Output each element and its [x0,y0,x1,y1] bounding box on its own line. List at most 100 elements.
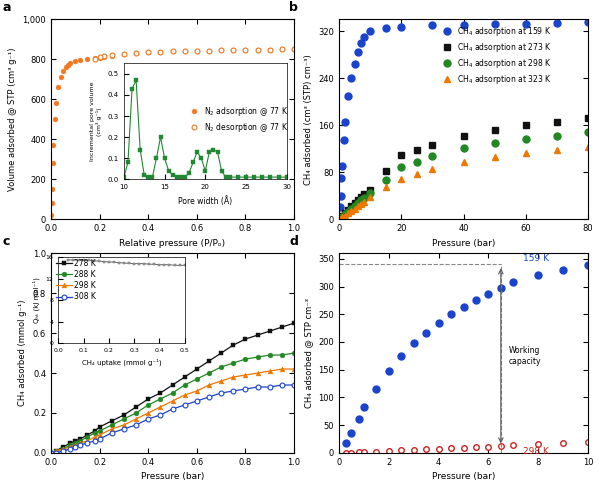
CH$_4$ adsorption at 323 K [345,210,352,216]
278 K [193,366,200,372]
Text: 159 K: 159 K [523,254,549,262]
159 K [560,267,567,273]
298 K [560,440,567,446]
288 K [145,402,152,408]
CH$_4$ adsorption at 273 K [429,142,436,148]
N$_2$ desorption @ 77 K [181,48,188,54]
298 K [84,438,91,444]
N$_2$ desorption @ 77 K [91,56,98,62]
159 K [485,291,492,297]
298 K [169,398,176,404]
CH$_4$ adsorption at 159 K [354,49,361,55]
N$_2$ adsorption @ 77 K [254,47,261,53]
Line: CH$_4$ adsorption at 323 K: CH$_4$ adsorption at 323 K [337,144,592,222]
278 K [77,436,84,442]
288 K [290,350,298,356]
288 K [96,428,103,434]
CH$_4$ adsorption at 298 K [351,203,358,208]
N$_2$ adsorption @ 77 K [67,60,74,66]
N$_2$ adsorption @ 77 K [50,142,57,148]
298 K [67,444,74,450]
159 K [385,368,392,374]
Legend: CH$_4$ adsorption at 159 K, CH$_4$ adsorption at 273 K, CH$_4$ adsorption at 298: CH$_4$ adsorption at 159 K, CH$_4$ adsor… [437,23,553,88]
159 K [584,262,592,268]
298 K [72,442,79,448]
CH$_4$ adsorption at 159 K [360,34,367,40]
CH$_4$ adsorption at 298 K [338,214,346,220]
308 K [133,422,140,428]
CH$_4$ adsorption at 273 K [367,187,374,193]
Text: c: c [2,235,10,248]
298 K [435,446,442,451]
278 K [278,324,286,330]
Text: Working
capacity: Working capacity [508,346,541,366]
N$_2$ desorption @ 77 K [290,46,298,52]
288 K [47,450,55,456]
308 K [59,448,67,454]
278 K [59,444,67,450]
CH$_4$ adsorption at 323 K [398,176,405,182]
Text: b: b [289,1,298,15]
N$_2$ adsorption @ 77 K [120,52,128,57]
Line: 298 K: 298 K [344,439,591,455]
288 K [77,438,84,444]
Line: N$_2$ adsorption @ 77 K: N$_2$ adsorption @ 77 K [49,47,296,218]
298 K [108,426,115,432]
CH$_4$ adsorption at 323 K [429,166,436,171]
308 K [120,426,128,432]
278 K [205,358,212,364]
298 K [509,442,517,448]
N$_2$ adsorption @ 77 K [51,116,58,122]
288 K [52,448,59,454]
308 K [91,438,98,444]
Line: CH$_4$ adsorption at 298 K: CH$_4$ adsorption at 298 K [337,128,592,222]
278 K [120,412,128,418]
278 K [96,424,103,430]
159 K [410,340,417,346]
Y-axis label: Volume adsorbed @ STP (cm³ g⁻¹): Volume adsorbed @ STP (cm³ g⁻¹) [8,48,17,191]
CH$_4$ adsorption at 159 K [345,93,352,99]
CH$_4$ adsorption at 159 K [491,21,498,27]
Text: a: a [2,1,11,15]
CH$_4$ adsorption at 323 K [413,171,421,177]
N$_2$ adsorption @ 77 K [47,212,55,218]
X-axis label: Pressure (bar): Pressure (bar) [432,239,495,247]
CH$_4$ adsorption at 273 K [345,207,352,213]
CH$_4$ adsorption at 159 K [357,40,364,46]
N$_2$ desorption @ 77 K [120,51,128,56]
298 K [290,366,298,372]
308 K [217,390,224,396]
298 K [145,410,152,416]
CH$_4$ adsorption at 298 K [429,153,436,159]
N$_2$ adsorption @ 77 K [133,51,140,56]
298 K [266,368,274,374]
CH$_4$ adsorption at 298 K [337,216,344,222]
288 K [157,396,164,402]
Line: CH$_4$ adsorption at 273 K: CH$_4$ adsorption at 273 K [337,115,591,221]
288 K [169,390,176,396]
N$_2$ adsorption @ 77 K [55,84,62,90]
N$_2$ adsorption @ 77 K [278,47,286,53]
298 K [96,432,103,438]
159 K [448,311,455,317]
308 K [169,406,176,412]
N$_2$ adsorption @ 77 K [64,62,71,68]
N$_2$ adsorption @ 77 K [108,53,115,59]
N$_2$ desorption @ 77 K [242,47,249,53]
N$_2$ adsorption @ 77 K [77,57,84,63]
CH$_4$ adsorption at 323 K [357,201,364,207]
298 K [205,382,212,388]
X-axis label: Relative pressure (P/Pₒ): Relative pressure (P/Pₒ) [119,239,226,247]
298 K [133,416,140,422]
Line: 288 K: 288 K [49,351,296,455]
159 K [435,319,442,325]
CH$_4$ adsorption at 273 K [348,203,355,209]
278 K [91,428,98,434]
308 K [84,440,91,446]
CH$_4$ adsorption at 298 K [367,190,374,196]
298 K [254,370,261,376]
CH$_4$ adsorption at 323 K [338,214,346,220]
CH$_4$ adsorption at 273 K [584,115,592,121]
278 K [67,440,74,446]
CH$_4$ adsorption at 323 K [584,144,592,150]
